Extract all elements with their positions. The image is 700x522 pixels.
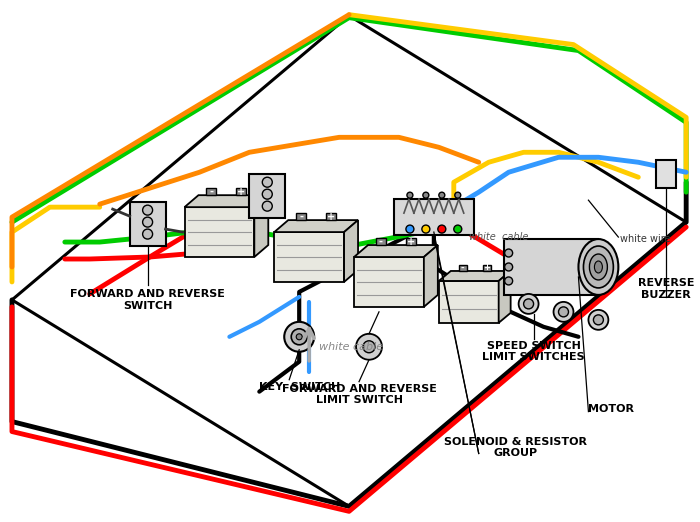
Circle shape: [284, 322, 314, 352]
Text: SPEED SWITCH
LIMIT SWITCHES: SPEED SWITCH LIMIT SWITCHES: [482, 341, 585, 362]
Ellipse shape: [583, 246, 613, 288]
Text: SOLENOID & RESISTOR
GROUP: SOLENOID & RESISTOR GROUP: [444, 437, 587, 458]
Bar: [237, 188, 246, 195]
Polygon shape: [185, 207, 254, 257]
Text: white wire: white wire: [620, 234, 671, 244]
Polygon shape: [344, 220, 358, 282]
Polygon shape: [274, 220, 358, 232]
Text: white  cable: white cable: [469, 232, 528, 242]
Polygon shape: [254, 195, 268, 257]
Text: +: +: [237, 187, 246, 197]
Text: -: -: [461, 264, 465, 272]
Circle shape: [262, 201, 272, 211]
Circle shape: [454, 225, 462, 233]
Circle shape: [363, 341, 375, 353]
Circle shape: [422, 225, 430, 233]
Text: -: -: [209, 187, 214, 197]
Circle shape: [143, 217, 153, 227]
Circle shape: [423, 192, 429, 198]
Circle shape: [143, 205, 153, 215]
Text: FORWARD AND REVERSE
SWITCH: FORWARD AND REVERSE SWITCH: [70, 289, 225, 311]
Circle shape: [407, 192, 413, 198]
Text: +: +: [407, 237, 415, 247]
Circle shape: [438, 225, 446, 233]
Text: +: +: [327, 212, 335, 222]
Bar: [406, 238, 416, 245]
Bar: [326, 213, 336, 220]
Circle shape: [589, 310, 608, 330]
Circle shape: [519, 294, 538, 314]
Circle shape: [296, 334, 302, 340]
Text: +: +: [483, 264, 490, 272]
Circle shape: [505, 249, 512, 257]
Ellipse shape: [578, 239, 618, 295]
Bar: [249, 174, 285, 218]
Text: KEY  SWITCH: KEY SWITCH: [258, 382, 340, 392]
Circle shape: [406, 225, 414, 233]
Bar: [483, 265, 491, 271]
Bar: [206, 188, 216, 195]
Text: -: -: [379, 237, 383, 247]
Polygon shape: [354, 257, 424, 307]
Circle shape: [559, 307, 568, 317]
Circle shape: [262, 189, 272, 199]
Polygon shape: [274, 232, 344, 282]
Circle shape: [143, 229, 153, 239]
Circle shape: [439, 192, 444, 198]
Bar: [376, 238, 386, 245]
Circle shape: [524, 299, 533, 309]
Polygon shape: [354, 245, 438, 257]
Ellipse shape: [594, 261, 603, 273]
Text: REVERSE
BUZZER: REVERSE BUZZER: [638, 278, 694, 300]
Circle shape: [356, 334, 382, 360]
Bar: [394, 199, 474, 235]
Polygon shape: [439, 271, 510, 281]
Circle shape: [554, 302, 573, 322]
Text: FORWARD AND REVERSE
LIMIT SWITCH: FORWARD AND REVERSE LIMIT SWITCH: [281, 384, 437, 405]
Bar: [657, 160, 676, 188]
Circle shape: [291, 329, 307, 345]
Bar: [458, 265, 467, 271]
Ellipse shape: [589, 254, 608, 280]
Text: -: -: [299, 212, 303, 222]
Bar: [130, 202, 166, 246]
Polygon shape: [185, 195, 268, 207]
Polygon shape: [498, 271, 510, 323]
Circle shape: [594, 315, 603, 325]
Polygon shape: [424, 245, 438, 307]
Bar: [504, 239, 598, 295]
Circle shape: [505, 277, 512, 285]
Circle shape: [455, 192, 461, 198]
Circle shape: [505, 263, 512, 271]
Text: white cable: white cable: [319, 342, 384, 352]
Circle shape: [262, 177, 272, 187]
Text: MOTOR: MOTOR: [589, 404, 634, 413]
Bar: [296, 213, 306, 220]
Polygon shape: [439, 281, 498, 323]
